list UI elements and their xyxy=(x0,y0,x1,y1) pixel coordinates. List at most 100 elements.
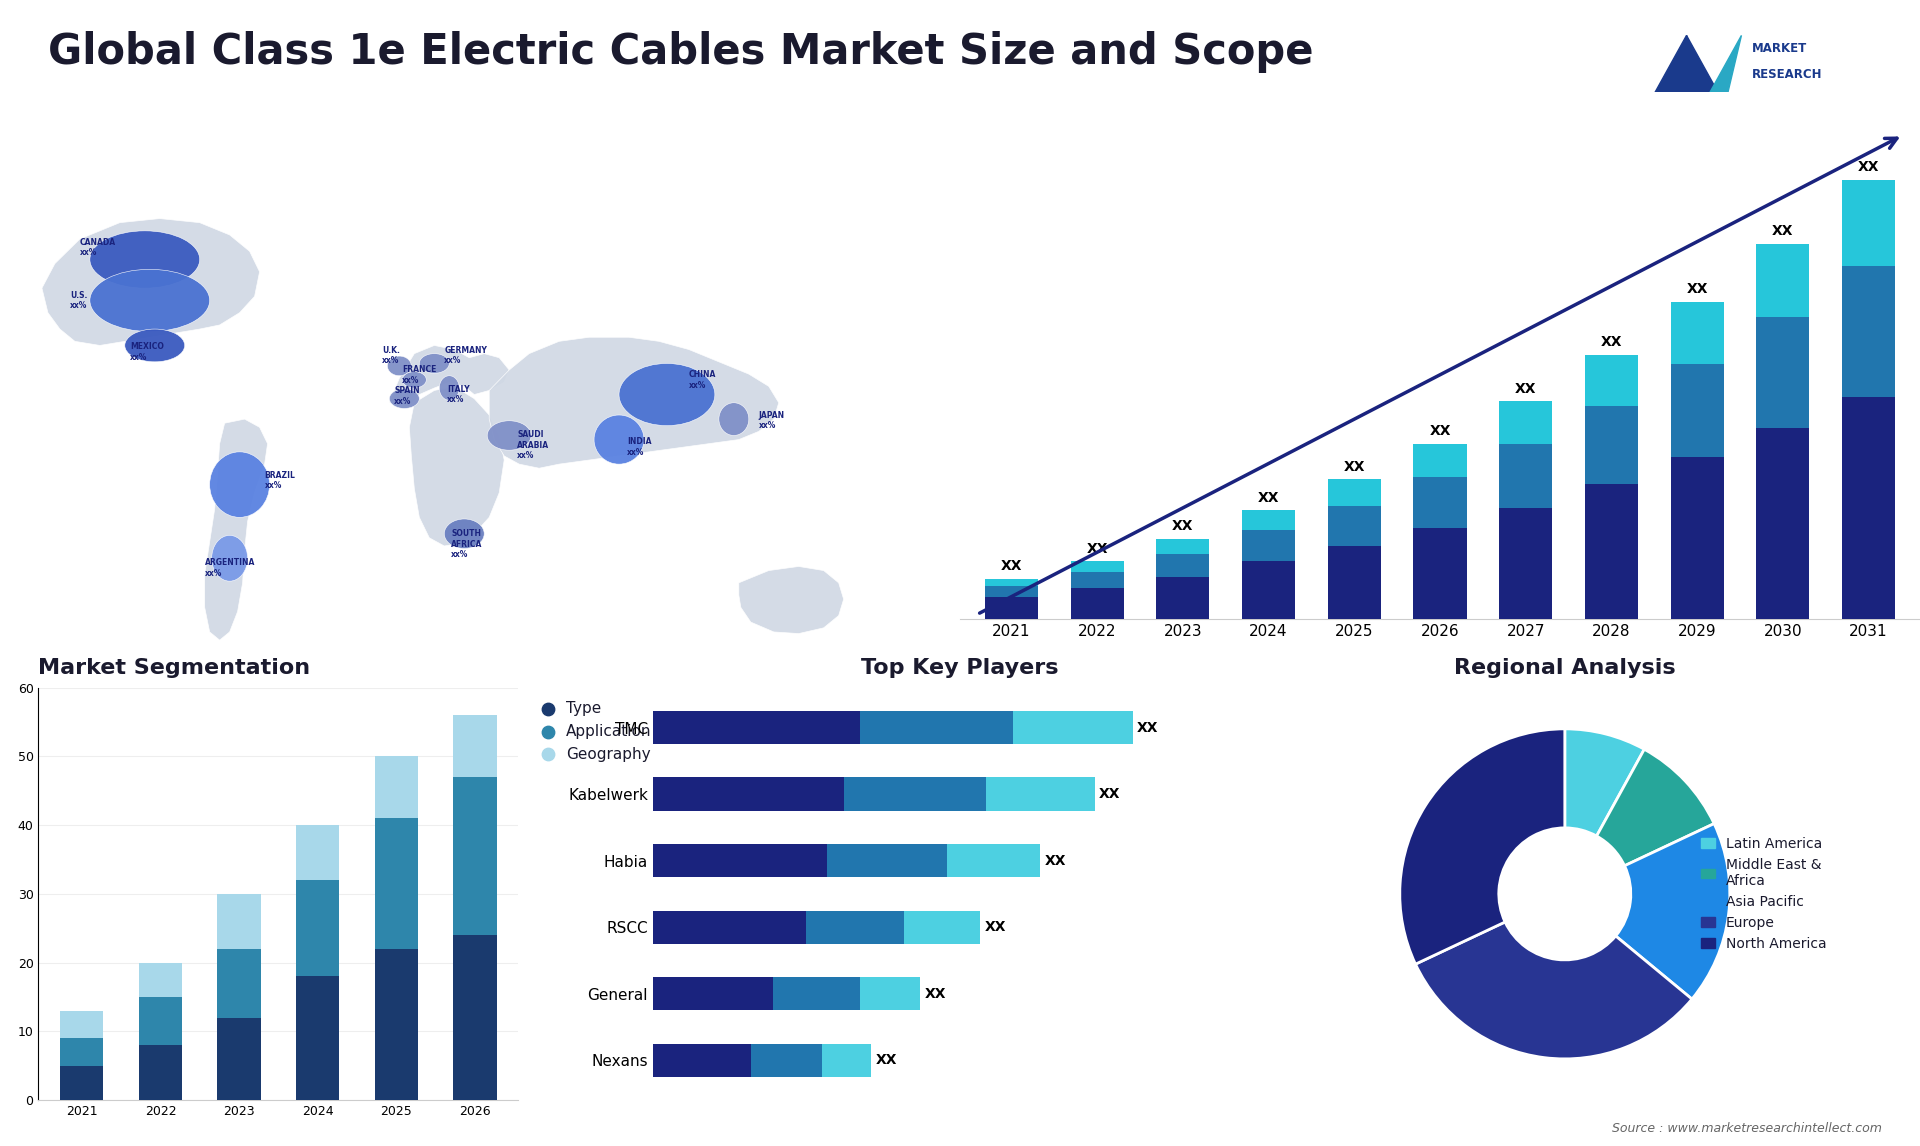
Text: XX: XX xyxy=(1515,382,1536,395)
Text: SOUTH
AFRICA
xx%: SOUTH AFRICA xx% xyxy=(451,529,482,559)
Bar xyxy=(60,1066,104,1100)
Text: CANADA
xx%: CANADA xx% xyxy=(81,237,115,257)
Text: INDIA
xx%: INDIA xx% xyxy=(628,438,651,456)
Text: Source : www.marketresearchintellect.com: Source : www.marketresearchintellect.com xyxy=(1611,1122,1882,1135)
Bar xyxy=(828,843,947,877)
Text: Market Segmentation: Market Segmentation xyxy=(38,658,311,677)
Bar xyxy=(1841,397,1895,619)
Bar xyxy=(374,949,419,1100)
Text: XX: XX xyxy=(1000,559,1021,573)
Text: XX: XX xyxy=(1087,542,1108,556)
Ellipse shape xyxy=(718,402,749,435)
Bar xyxy=(1242,510,1296,531)
Polygon shape xyxy=(1651,36,1707,99)
Bar xyxy=(1670,363,1724,457)
Text: XX: XX xyxy=(1258,490,1279,504)
Bar xyxy=(1584,406,1638,484)
Bar xyxy=(1156,576,1210,619)
Bar xyxy=(653,843,828,877)
Bar xyxy=(1413,477,1467,528)
Text: XX: XX xyxy=(1344,460,1365,473)
Text: MEXICO
xx%: MEXICO xx% xyxy=(131,343,163,362)
Bar xyxy=(751,1044,822,1077)
Bar xyxy=(653,911,806,944)
Ellipse shape xyxy=(488,421,532,450)
Bar xyxy=(1757,244,1809,317)
Text: XX: XX xyxy=(1137,721,1158,735)
Bar xyxy=(1670,457,1724,619)
Text: ITALY
xx%: ITALY xx% xyxy=(447,385,470,405)
Bar xyxy=(985,586,1039,597)
Text: U.K.
xx%: U.K. xx% xyxy=(382,346,399,364)
Bar xyxy=(860,711,1014,744)
Ellipse shape xyxy=(211,535,248,581)
Text: XX: XX xyxy=(1098,787,1121,801)
Polygon shape xyxy=(205,419,267,641)
Bar xyxy=(453,777,497,935)
Wedge shape xyxy=(1597,749,1715,865)
Bar xyxy=(138,997,182,1045)
Bar xyxy=(1841,180,1895,266)
Polygon shape xyxy=(1707,36,1741,99)
Text: U.S.
xx%: U.S. xx% xyxy=(69,291,86,311)
Bar xyxy=(985,597,1039,619)
Wedge shape xyxy=(1565,729,1644,837)
Legend: Latin America, Middle East &
Africa, Asia Pacific, Europe, North America: Latin America, Middle East & Africa, Asi… xyxy=(1695,831,1832,957)
Bar xyxy=(806,911,904,944)
Bar xyxy=(374,818,419,949)
Bar xyxy=(60,1011,104,1038)
Text: XX: XX xyxy=(876,1053,897,1067)
Text: RESEARCH: RESEARCH xyxy=(1751,68,1822,81)
Text: XX: XX xyxy=(1859,160,1880,174)
Bar xyxy=(1500,444,1551,508)
Polygon shape xyxy=(390,345,509,407)
Bar xyxy=(1841,266,1895,397)
Bar xyxy=(1329,505,1380,545)
Bar xyxy=(1156,555,1210,576)
Text: XX: XX xyxy=(1686,282,1709,296)
Ellipse shape xyxy=(388,356,411,376)
Text: FRANCE
xx%: FRANCE xx% xyxy=(403,366,436,385)
Text: XX: XX xyxy=(985,920,1006,934)
Bar xyxy=(138,963,182,997)
Bar xyxy=(217,949,261,1018)
Bar xyxy=(1584,355,1638,406)
Text: CHINA
xx%: CHINA xx% xyxy=(689,370,716,390)
Bar xyxy=(1500,401,1551,444)
Bar xyxy=(653,711,860,744)
Bar xyxy=(60,1038,104,1066)
Bar xyxy=(843,777,985,810)
Ellipse shape xyxy=(618,363,714,425)
Bar xyxy=(296,825,340,880)
Bar xyxy=(653,978,772,1011)
Bar xyxy=(653,777,843,810)
Wedge shape xyxy=(1400,729,1565,964)
Text: XX: XX xyxy=(1428,424,1452,438)
Bar xyxy=(1014,711,1133,744)
Ellipse shape xyxy=(444,519,484,549)
Bar xyxy=(374,756,419,818)
Ellipse shape xyxy=(593,415,643,464)
Text: XX: XX xyxy=(924,987,947,1000)
Text: XX: XX xyxy=(1044,854,1066,868)
Bar xyxy=(904,911,979,944)
Polygon shape xyxy=(42,219,259,345)
Ellipse shape xyxy=(440,376,459,400)
Bar xyxy=(1413,444,1467,477)
Bar xyxy=(1242,531,1296,562)
Text: XX: XX xyxy=(1601,336,1622,350)
Bar xyxy=(1757,429,1809,619)
Text: MARKET: MARKET xyxy=(1751,42,1807,55)
Ellipse shape xyxy=(390,388,419,408)
Text: INTELLECT: INTELLECT xyxy=(1751,94,1822,108)
Polygon shape xyxy=(490,337,780,469)
Bar xyxy=(985,579,1039,586)
Text: GERMANY
xx%: GERMANY xx% xyxy=(444,346,488,364)
Bar xyxy=(653,1044,751,1077)
Polygon shape xyxy=(409,386,505,545)
Text: XX: XX xyxy=(1772,225,1793,238)
Bar xyxy=(453,715,497,777)
Text: BRAZIL
xx%: BRAZIL xx% xyxy=(265,471,296,490)
Ellipse shape xyxy=(209,452,269,517)
Text: XX: XX xyxy=(1171,519,1194,533)
